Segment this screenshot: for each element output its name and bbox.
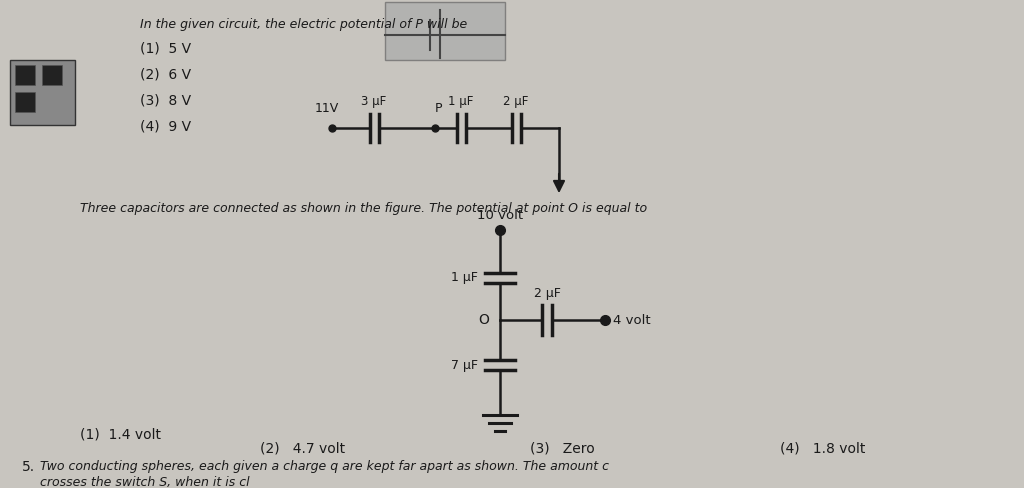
Text: (2)   4.7 volt: (2) 4.7 volt [260, 442, 345, 456]
Text: In the given circuit, the electric potential of P will be: In the given circuit, the electric poten… [140, 18, 467, 31]
Text: (3)  8 V: (3) 8 V [140, 94, 191, 108]
Text: (3)   Zero: (3) Zero [530, 442, 595, 456]
Text: 10 volt: 10 volt [477, 209, 523, 222]
Text: Two conducting spheres, each given a charge q are kept far apart as shown. The a: Two conducting spheres, each given a cha… [40, 460, 609, 473]
Text: 2 μF: 2 μF [534, 287, 560, 300]
Text: (4)  9 V: (4) 9 V [140, 120, 191, 134]
Bar [385, 2, 505, 60]
Bar [15, 92, 35, 112]
Text: 1 μF: 1 μF [452, 271, 478, 285]
Text: 5.: 5. [22, 460, 35, 474]
Text: 3 μF: 3 μF [361, 95, 387, 108]
Text: 11V: 11V [314, 102, 339, 115]
Bar [15, 65, 35, 85]
Text: 7 μF: 7 μF [451, 359, 478, 371]
Text: O: O [478, 313, 489, 327]
Bar [42, 65, 62, 85]
Text: 1 μF: 1 μF [449, 95, 474, 108]
Text: (2)  6 V: (2) 6 V [140, 68, 191, 82]
Text: crosses the switch S, when it is cl: crosses the switch S, when it is cl [40, 476, 250, 488]
Text: (1)  5 V: (1) 5 V [140, 42, 191, 56]
Text: P: P [435, 102, 442, 115]
Bar [10, 60, 75, 125]
Text: 4 volt: 4 volt [613, 313, 650, 326]
Text: (1)  1.4 volt: (1) 1.4 volt [80, 428, 161, 442]
Text: 2 μF: 2 μF [504, 95, 528, 108]
Text: (4)   1.8 volt: (4) 1.8 volt [780, 442, 865, 456]
Text: Three capacitors are connected as shown in the figure. The potential at point O : Three capacitors are connected as shown … [80, 202, 647, 215]
